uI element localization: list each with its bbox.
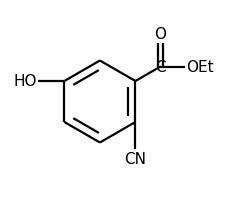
Text: OEt: OEt bbox=[186, 60, 213, 75]
Text: C: C bbox=[155, 60, 166, 75]
Text: O: O bbox=[154, 27, 166, 42]
Text: CN: CN bbox=[124, 151, 146, 166]
Text: HO: HO bbox=[13, 74, 37, 89]
